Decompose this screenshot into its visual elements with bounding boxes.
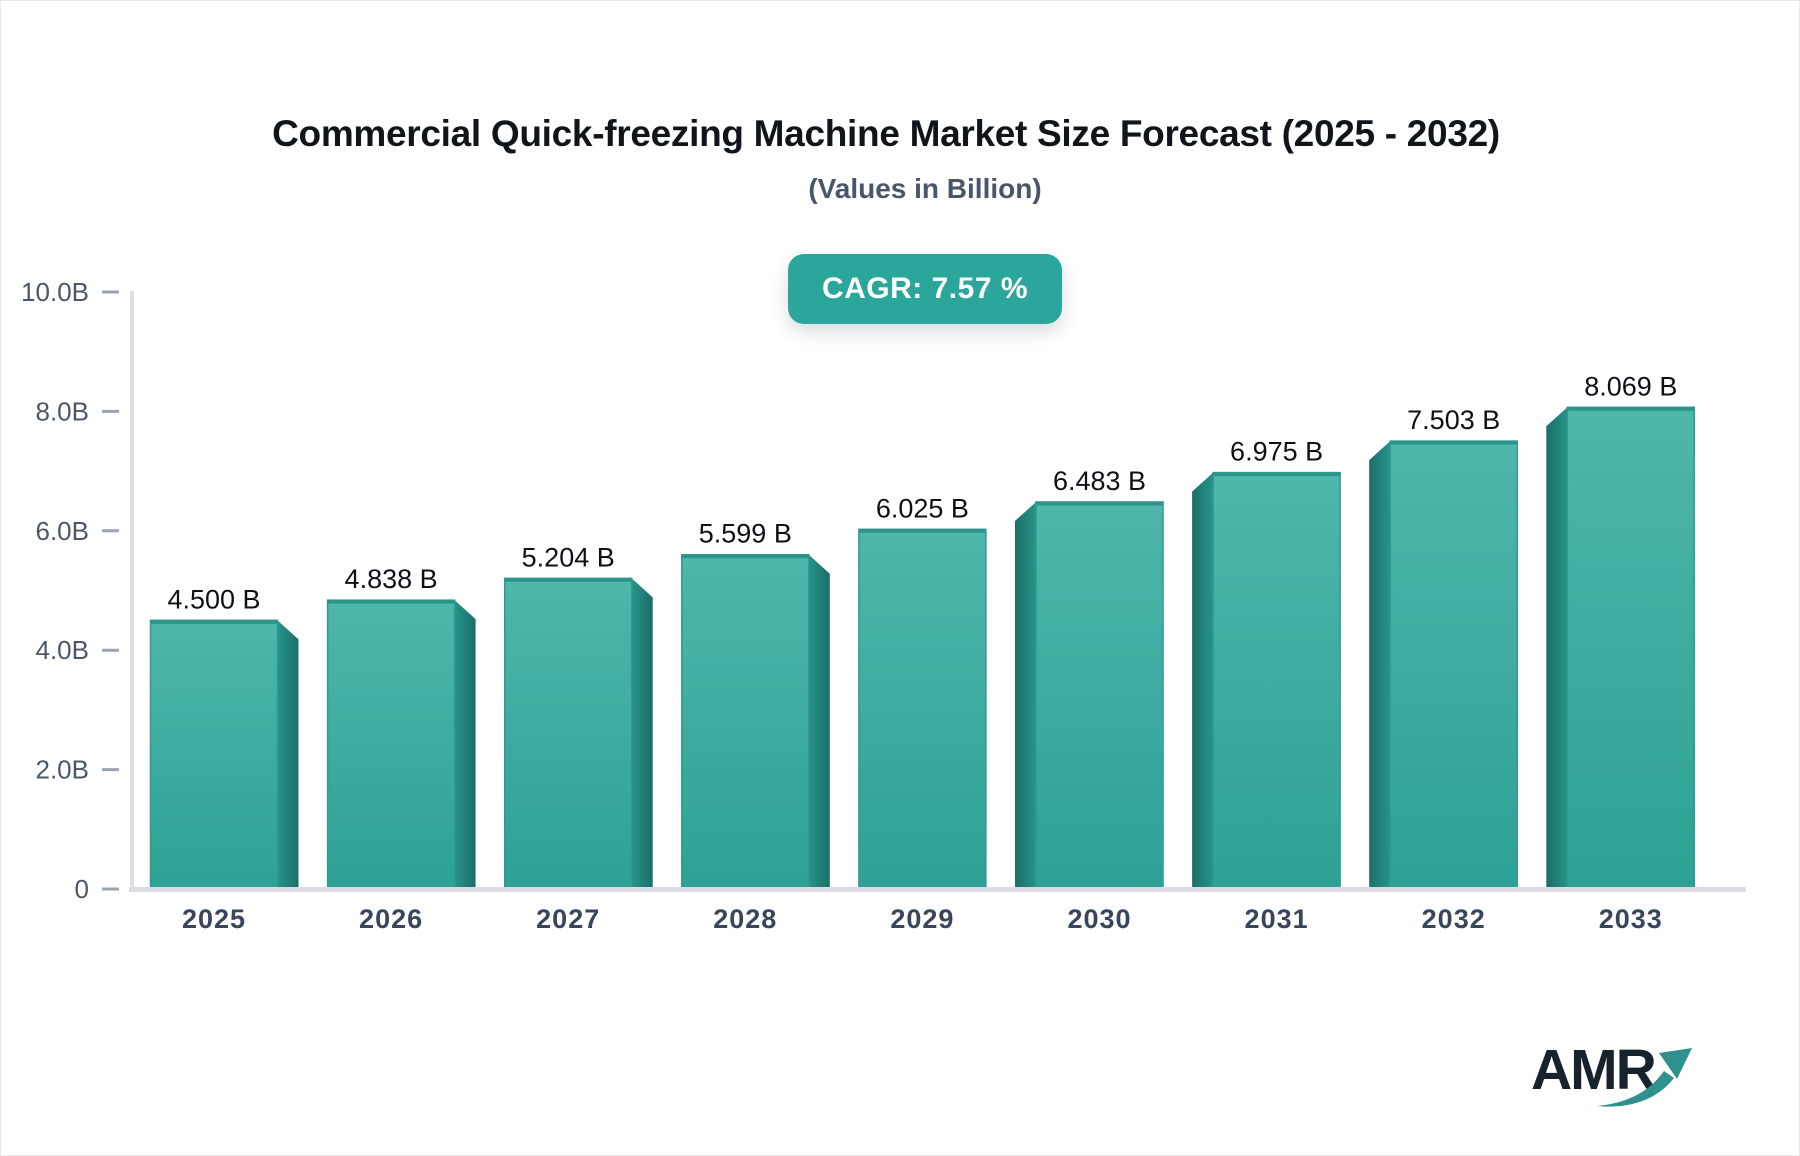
bar-side-face (454, 600, 476, 889)
y-axis-tick-label: 0 (75, 874, 89, 904)
bar-front-face (1389, 440, 1518, 890)
bar-front-face (1566, 406, 1696, 890)
y-axis-tick-label: 6.0B (36, 516, 90, 546)
x-axis-label: 2030 (1067, 904, 1131, 934)
bar-2030 (1015, 501, 1164, 890)
amr-logo-text: AMR (1531, 1038, 1657, 1102)
bar-2027 (503, 577, 653, 890)
bar-front-face (1212, 471, 1341, 890)
y-axis-tick-label: 10.0B (21, 277, 89, 307)
cagr-badge-label: CAGR: 7.57 % (821, 272, 1029, 305)
bar-top-edge (327, 600, 455, 604)
bar-side-face (1192, 472, 1214, 889)
bar-top-edge (1390, 441, 1518, 445)
x-axis-label: 2025 (182, 904, 246, 934)
amr-logo: AMR (1531, 1037, 1711, 1127)
bar-front-face (326, 599, 456, 890)
bar-2031 (1192, 471, 1341, 890)
bar-top-edge (858, 529, 986, 533)
bar-front-face (503, 577, 633, 890)
x-axis-label: 2032 (1422, 904, 1486, 934)
growth-arrow-icon (1597, 1048, 1692, 1107)
bar-front-face (1035, 501, 1164, 890)
bar-side-face (277, 620, 299, 889)
bar-side-face (808, 554, 830, 889)
bar-value-label: 4.500 B (167, 584, 260, 614)
bar-2032 (1369, 440, 1518, 890)
bar-top-edge (1036, 501, 1163, 506)
x-axis-label: 2028 (713, 904, 777, 934)
bar-2025 (149, 619, 299, 890)
x-axis-label: 2026 (359, 904, 423, 934)
bar-value-label: 8.069 B (1584, 371, 1677, 401)
bar-value-label: 7.503 B (1407, 405, 1500, 435)
bar-top-edge (1213, 472, 1341, 477)
bar-2028 (681, 553, 830, 890)
bar-2033 (1546, 406, 1696, 890)
x-axis-label: 2027 (536, 904, 600, 934)
bar-side-face (1369, 441, 1391, 889)
bar-value-label: 5.204 B (522, 542, 615, 572)
x-axis-label: 2031 (1245, 904, 1309, 934)
y-axis-tick-label: 2.0B (36, 755, 90, 785)
x-axis-label: 2029 (890, 904, 954, 934)
bar-value-label: 6.975 B (1230, 437, 1323, 467)
bar-top-edge (150, 620, 278, 624)
bar-front-face (858, 528, 987, 890)
bar-top-edge (504, 578, 632, 582)
y-axis-tick-label: 8.0B (36, 396, 90, 426)
y-axis-tick-label: 4.0B (36, 635, 90, 665)
bar-side-face (631, 578, 653, 889)
bar-top-edge (681, 554, 809, 559)
chart-subtitle: (Values in Billion) (808, 173, 1042, 204)
bar-top-edge (1567, 407, 1695, 411)
bar-2029 (858, 528, 987, 890)
bar-2026 (326, 599, 476, 890)
chart-title: Commercial Quick-freezing Machine Market… (272, 113, 1500, 154)
cagr-badge: CAGR: 7.57 % (788, 254, 1062, 324)
bar-front-face (681, 553, 810, 890)
bar-value-label: 5.599 B (699, 519, 792, 549)
bar-side-face (1015, 501, 1036, 889)
bar-value-label: 6.483 B (1053, 466, 1146, 496)
bar-side-face (1546, 407, 1568, 889)
x-axis-label: 2033 (1599, 904, 1663, 934)
bar-front-face (149, 619, 279, 890)
bar-value-label: 6.025 B (876, 493, 969, 523)
bar-value-label: 4.838 B (345, 564, 438, 594)
